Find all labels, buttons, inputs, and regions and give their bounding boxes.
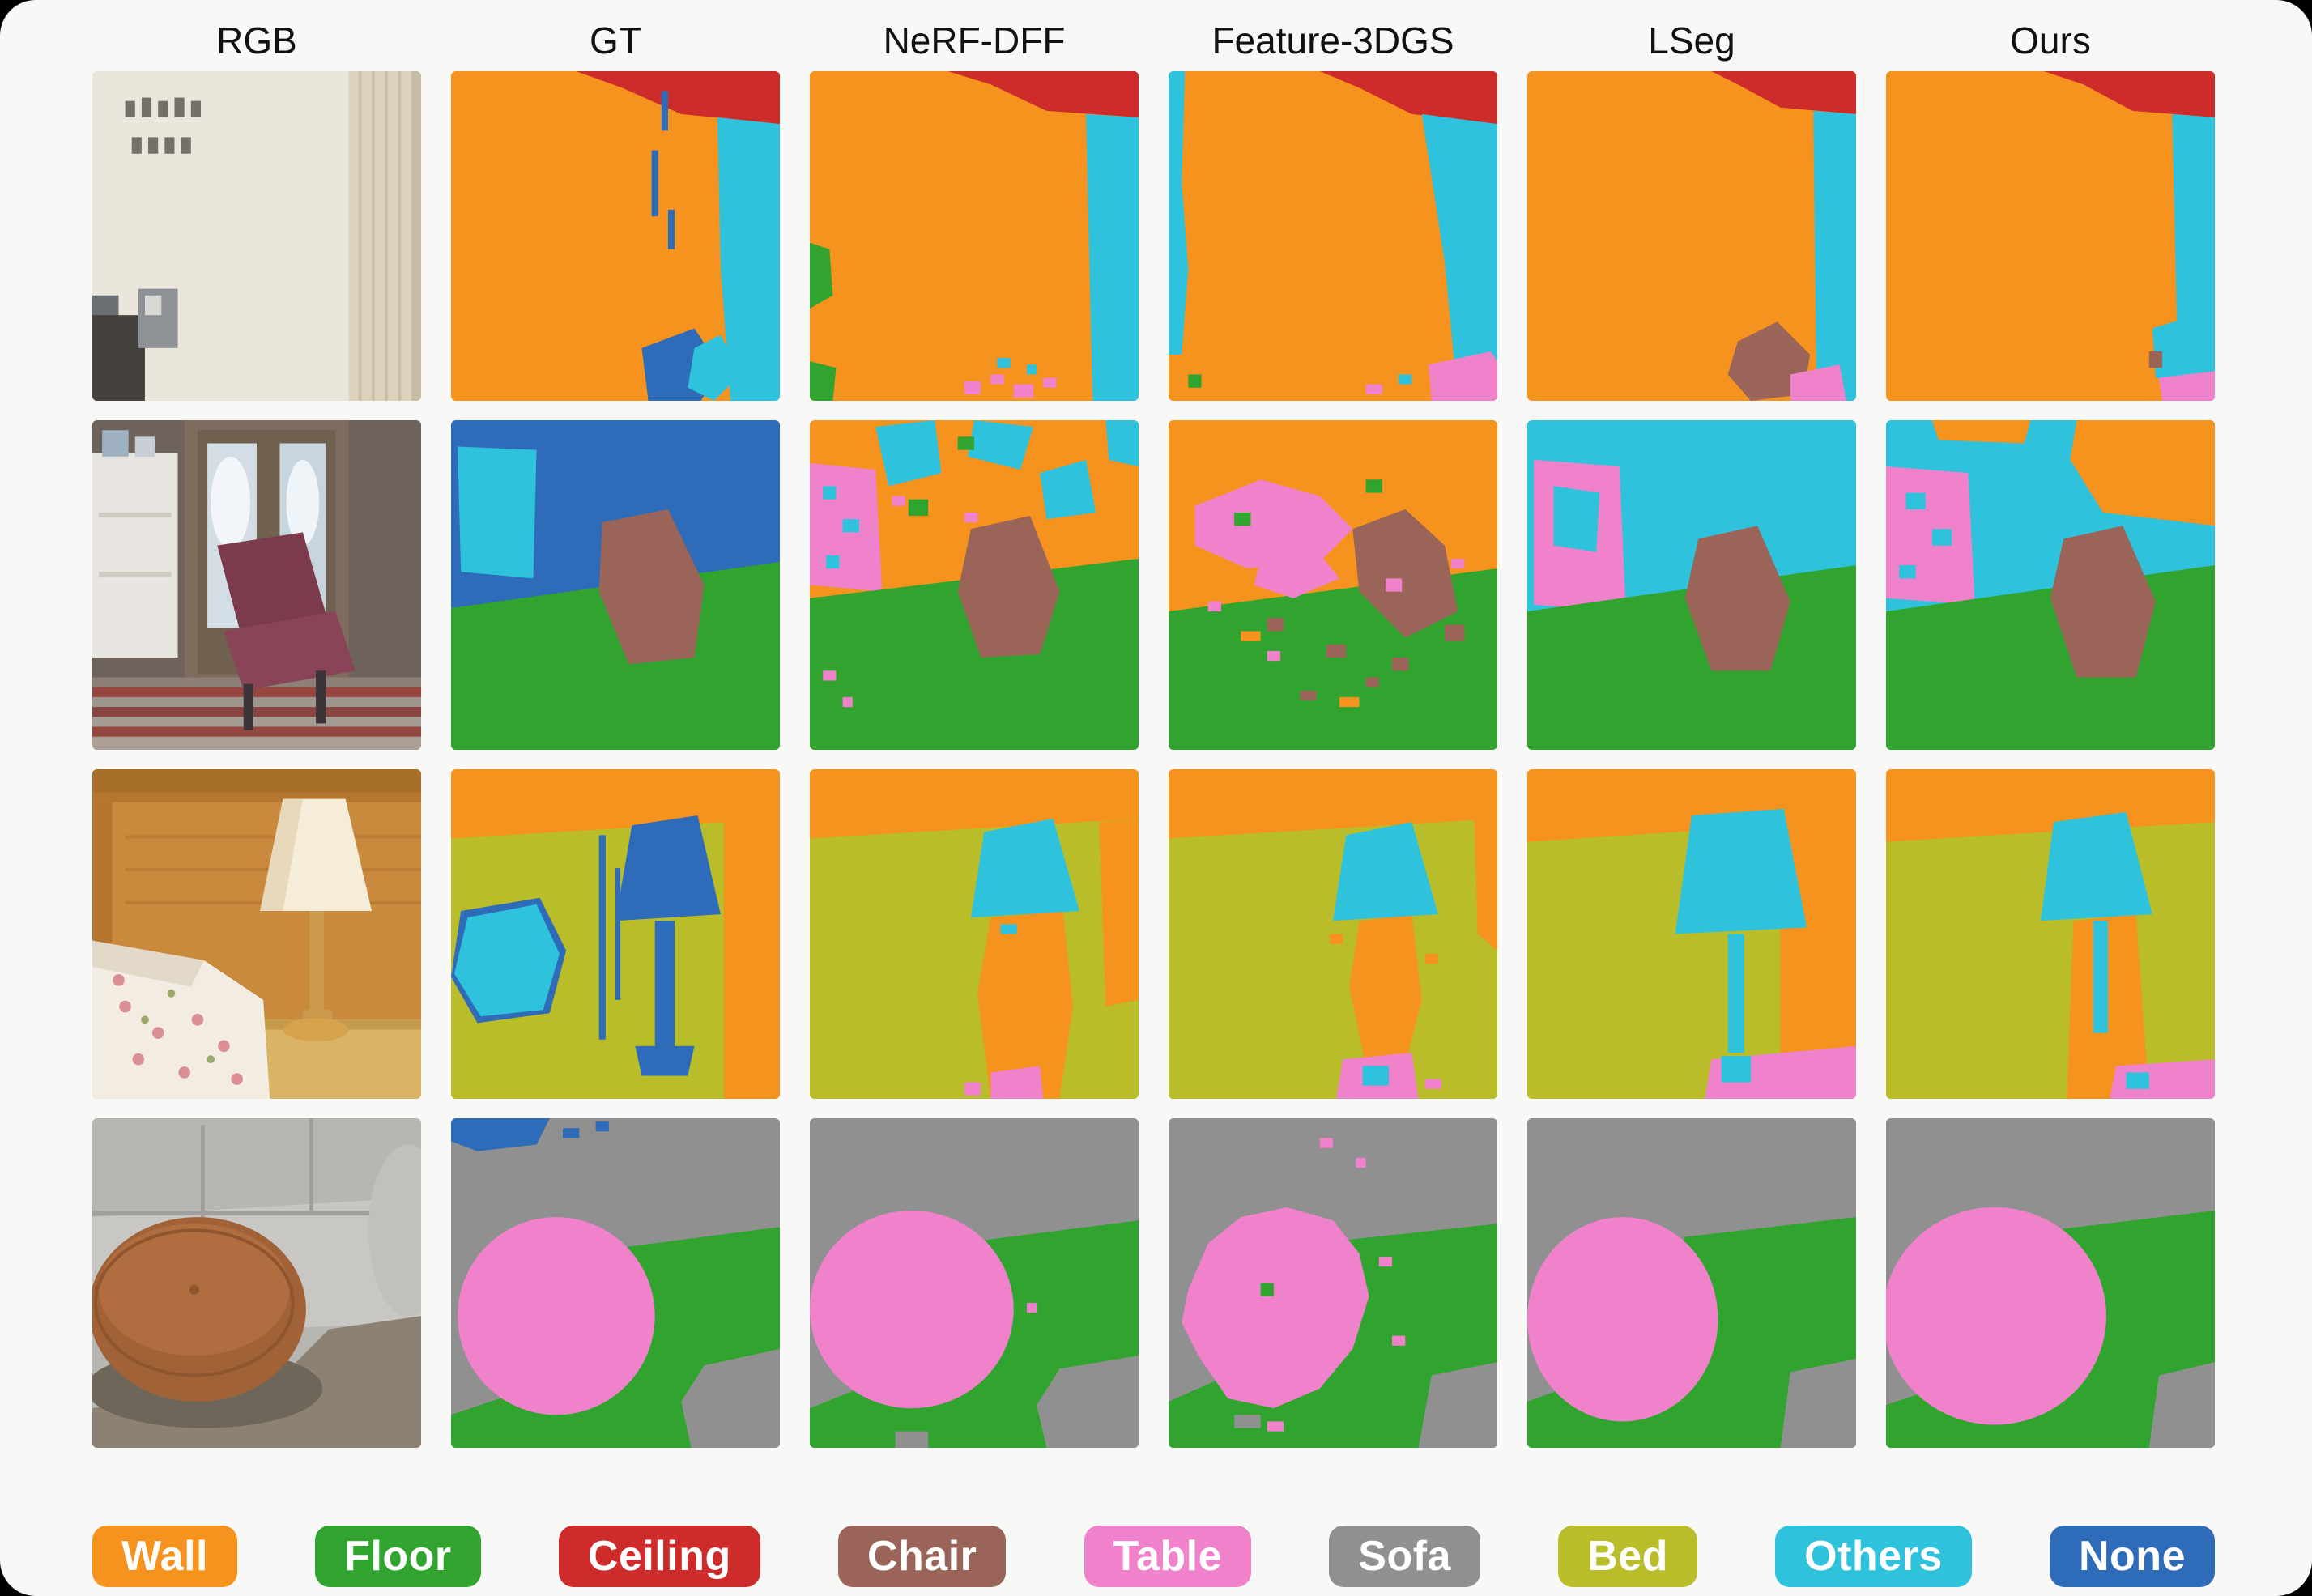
legend-chip-ceiling: Ceiling — [558, 1526, 760, 1587]
legend-chip-chair: Chair — [837, 1526, 1007, 1587]
column-header-ours: Ours — [2010, 19, 2091, 62]
cell-r3-lseg-image — [1527, 769, 1856, 1099]
cell-r1-lseg-image — [1527, 71, 1856, 401]
column-header-nerf-dff: NeRF-DFF — [883, 19, 1066, 62]
cell-r4-gt-image — [451, 1118, 780, 1448]
image-grid — [92, 71, 2215, 1448]
cell-r1-ours-image — [1886, 71, 2215, 401]
cell-r2-ours-image — [1886, 420, 2215, 750]
legend-label-wall: Wall — [121, 1533, 208, 1580]
cell-r2-feature-3dgs-image — [1169, 420, 1497, 750]
cell-r2-nerf-dff-image — [810, 420, 1139, 750]
cell-r2-rgb-image — [92, 420, 421, 750]
cell-r4-rgb-image — [92, 1118, 421, 1448]
legend-label-others: Others — [1804, 1533, 1943, 1580]
legend-chip-table: Table — [1084, 1526, 1252, 1587]
legend-chip-sofa: Sofa — [1329, 1526, 1480, 1587]
cell-r4-feature-3dgs-image — [1169, 1118, 1497, 1448]
legend-label-ceiling: Ceiling — [587, 1533, 731, 1580]
legend-chip-bed: Bed — [1558, 1526, 1697, 1587]
legend-chip-floor: Floor — [315, 1526, 481, 1587]
legend: Wall Floor Ceiling Chair Table Sofa Bed … — [92, 1526, 2215, 1587]
legend-label-sofa: Sofa — [1358, 1533, 1451, 1580]
cell-r1-feature-3dgs-image — [1169, 71, 1497, 401]
cell-r3-ours-image — [1886, 769, 2215, 1099]
legend-label-bed: Bed — [1587, 1533, 1668, 1580]
cell-r4-nerf-dff-image — [810, 1118, 1139, 1448]
legend-chip-none: None — [2049, 1526, 2215, 1587]
cell-r2-gt-image — [451, 420, 780, 750]
cell-r3-nerf-dff-image — [810, 769, 1139, 1099]
legend-label-floor: Floor — [344, 1533, 452, 1580]
column-headers: RGB GT NeRF-DFF Feature-3DGS LSeg Ours — [92, 18, 2215, 63]
legend-label-table: Table — [1113, 1533, 1223, 1580]
legend-label-none: None — [2078, 1533, 2186, 1580]
legend-chip-others: Others — [1775, 1526, 1972, 1587]
column-header-lseg: LSeg — [1648, 19, 1735, 62]
legend-label-chair: Chair — [866, 1533, 977, 1580]
column-header-feature-3dgs: Feature-3DGS — [1211, 19, 1454, 62]
cell-r3-feature-3dgs-image — [1169, 769, 1497, 1099]
cell-r4-ours-image — [1886, 1118, 2215, 1448]
cell-r1-nerf-dff-image — [810, 71, 1139, 401]
cell-r1-rgb-image — [92, 71, 421, 401]
cell-r3-rgb-image — [92, 769, 421, 1099]
cell-r3-gt-image — [451, 769, 780, 1099]
legend-chip-wall: Wall — [92, 1526, 237, 1587]
cell-r2-lseg-image — [1527, 420, 1856, 750]
column-header-gt: GT — [590, 19, 641, 62]
column-header-rgb: RGB — [216, 19, 297, 62]
cell-r1-gt-image — [451, 71, 780, 401]
cell-r4-lseg-image — [1527, 1118, 1856, 1448]
